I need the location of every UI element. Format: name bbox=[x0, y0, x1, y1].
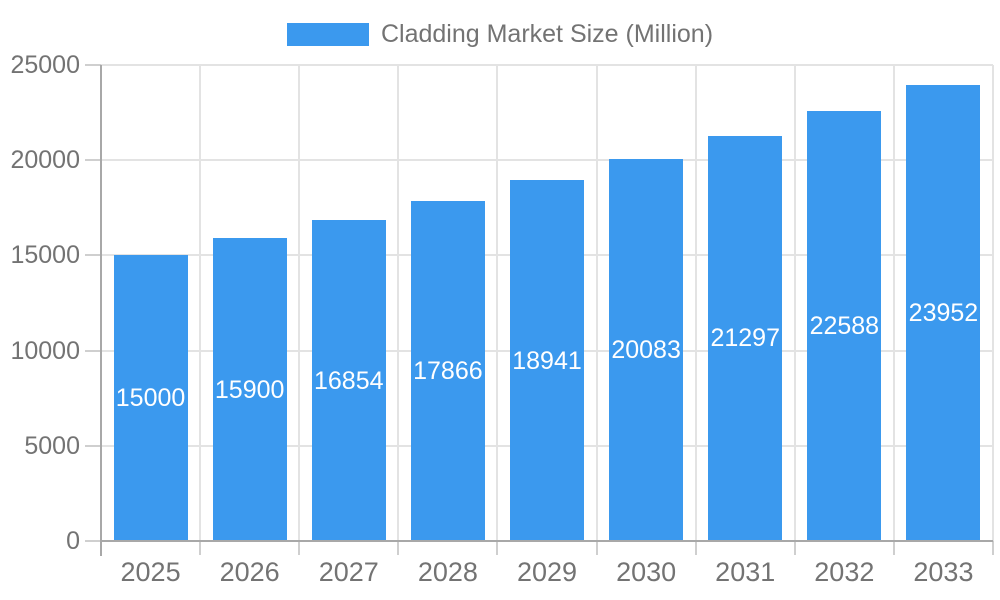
bar bbox=[708, 135, 783, 541]
bar bbox=[212, 238, 287, 541]
legend-label: Cladding Market Size (Million) bbox=[380, 20, 714, 48]
v-gridline bbox=[496, 65, 499, 541]
y-tick bbox=[85, 159, 101, 162]
x-tick bbox=[199, 541, 202, 555]
x-tick-label: 2031 bbox=[715, 557, 776, 587]
bar-value-label: 15000 bbox=[115, 384, 186, 413]
x-tick bbox=[496, 541, 499, 555]
bar-value-label: 23952 bbox=[908, 298, 979, 327]
bar bbox=[807, 110, 882, 541]
x-tick bbox=[694, 541, 697, 555]
v-gridline bbox=[992, 65, 994, 541]
y-tick bbox=[85, 254, 101, 257]
y-tick-label: 10000 bbox=[10, 336, 80, 365]
h-gridline bbox=[101, 159, 993, 162]
bar bbox=[410, 200, 485, 541]
y-axis-line bbox=[100, 65, 102, 556]
x-tick bbox=[397, 541, 400, 555]
x-tick-label: 2032 bbox=[814, 557, 875, 587]
bar bbox=[609, 158, 684, 541]
bar-value-label: 16854 bbox=[314, 366, 384, 395]
bar-value-label: 20083 bbox=[611, 335, 681, 364]
y-tick-label: 25000 bbox=[10, 51, 80, 79]
y-tick bbox=[85, 540, 101, 542]
y-tick-label: 15000 bbox=[10, 241, 80, 270]
x-tick-label: 2027 bbox=[318, 557, 379, 587]
y-tick bbox=[85, 349, 101, 352]
v-gridline bbox=[694, 65, 697, 541]
bar bbox=[906, 84, 981, 541]
v-gridline bbox=[595, 65, 598, 541]
v-gridline bbox=[397, 65, 400, 541]
y-tick-label: 20000 bbox=[10, 146, 80, 175]
v-gridline bbox=[892, 65, 895, 541]
bar-value-label: 17866 bbox=[413, 356, 483, 385]
v-gridline bbox=[199, 65, 202, 541]
legend[interactable]: Cladding Market Size (Million) bbox=[0, 19, 1000, 49]
x-tick bbox=[992, 541, 994, 555]
bar-value-label: 22588 bbox=[809, 311, 880, 340]
bar bbox=[311, 220, 386, 541]
bar bbox=[113, 255, 188, 541]
bar-value-label: 21297 bbox=[710, 324, 780, 353]
h-gridline bbox=[101, 64, 993, 66]
x-tick-label: 2026 bbox=[219, 557, 280, 587]
x-tick-label: 2029 bbox=[516, 557, 578, 587]
v-gridline bbox=[793, 65, 796, 541]
x-tick bbox=[892, 541, 895, 555]
legend-swatch bbox=[286, 22, 369, 46]
bar-value-label: 15900 bbox=[214, 375, 285, 404]
y-tick-label: 0 bbox=[66, 527, 80, 555]
y-tick-label: 5000 bbox=[24, 431, 80, 460]
bar bbox=[510, 180, 584, 541]
x-tick bbox=[298, 541, 301, 555]
x-tick bbox=[595, 541, 598, 555]
x-tick-label: 2025 bbox=[120, 557, 181, 587]
x-tick-label: 2028 bbox=[417, 557, 478, 587]
bar-value-label: 18941 bbox=[512, 346, 582, 375]
y-tick bbox=[85, 444, 101, 447]
x-tick-label: 2030 bbox=[616, 557, 677, 587]
x-tick bbox=[793, 541, 796, 555]
v-gridline bbox=[298, 65, 301, 541]
x-tick-label: 2033 bbox=[913, 557, 974, 587]
y-tick bbox=[85, 64, 101, 66]
x-axis-line bbox=[101, 540, 993, 542]
